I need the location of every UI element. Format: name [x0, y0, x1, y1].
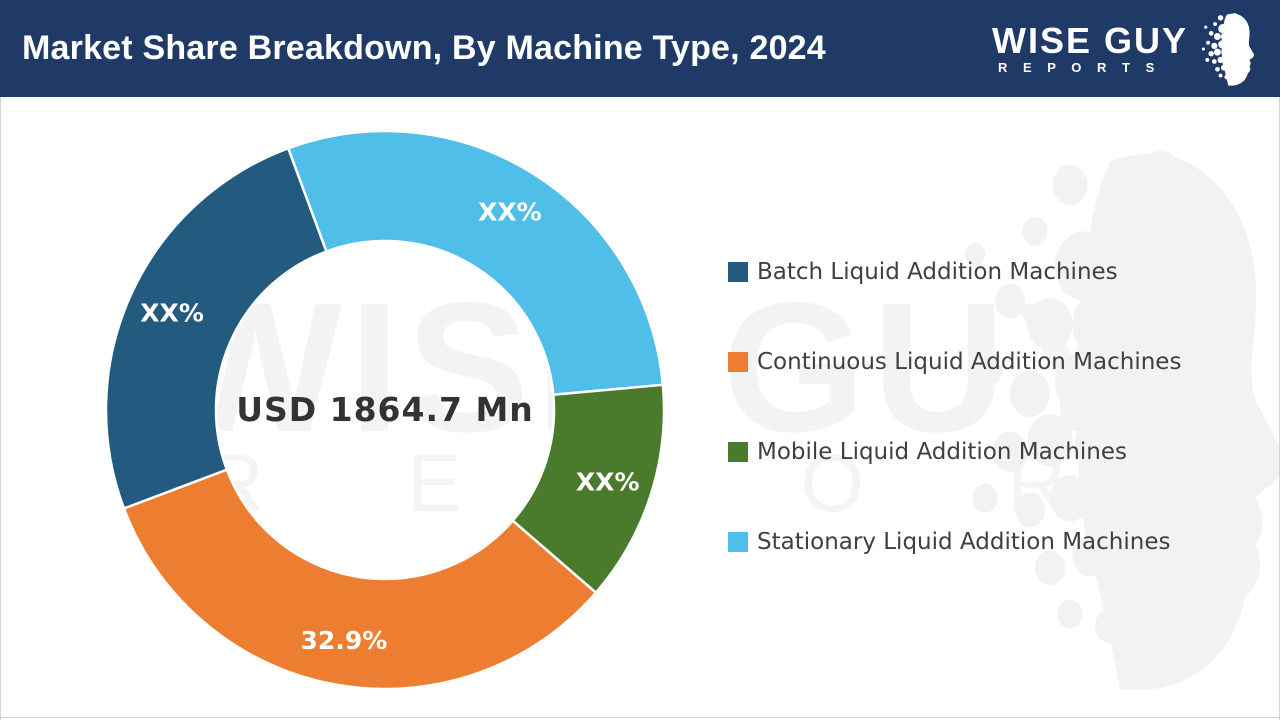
chart-area: WISE GUY R E P O R T S XX%XX%32.9%XX% US… [0, 97, 1280, 720]
slice-value-label: 32.9% [301, 626, 388, 655]
legend-swatch-batch [728, 262, 748, 282]
chart-legend: Batch Liquid Addition Machines Continuou… [728, 257, 1181, 557]
legend-label-stationary: Stationary Liquid Addition Machines [757, 529, 1171, 555]
legend-item-batch: Batch Liquid Addition Machines [728, 257, 1181, 287]
slice-value-label: XX% [576, 467, 640, 496]
logo-brand-subtitle: R E P O R T S [997, 59, 1161, 75]
donut-slice-batch [104, 147, 328, 510]
page-border-left [0, 97, 1, 720]
legend-item-continuous: Continuous Liquid Addition Machines [728, 347, 1181, 377]
legend-label-continuous: Continuous Liquid Addition Machines [757, 349, 1182, 375]
donut-slice-continuous [122, 468, 598, 691]
legend-item-mobile: Mobile Liquid Addition Machines [728, 437, 1181, 467]
page-title: Market Share Breakdown, By Machine Type,… [22, 29, 826, 67]
page-border-bottom [0, 717, 1280, 718]
legend-label-mobile: Mobile Liquid Addition Machines [757, 439, 1127, 465]
header-bar: Market Share Breakdown, By Machine Type,… [0, 0, 1280, 97]
dotted-face-logo-icon [1201, 12, 1255, 86]
legend-swatch-mobile [728, 442, 748, 462]
legend-label-batch: Batch Liquid Addition Machines [757, 259, 1118, 285]
legend-item-stationary: Stationary Liquid Addition Machines [728, 527, 1181, 557]
slice-value-label: XX% [478, 198, 542, 227]
donut-center-value: USD 1864.7 Mn [236, 390, 534, 429]
donut-slice-stationary [286, 129, 665, 396]
legend-swatch-stationary [728, 532, 748, 552]
donut-chart: XX% XX% 32.9% XX% [104, 129, 666, 691]
logo-brand-name: WISE GUY [991, 19, 1188, 61]
brand-logo: WISE GUY R E P O R T S [992, 4, 1262, 94]
slice-value-label: XX% [140, 298, 204, 327]
legend-swatch-continuous [728, 352, 748, 372]
